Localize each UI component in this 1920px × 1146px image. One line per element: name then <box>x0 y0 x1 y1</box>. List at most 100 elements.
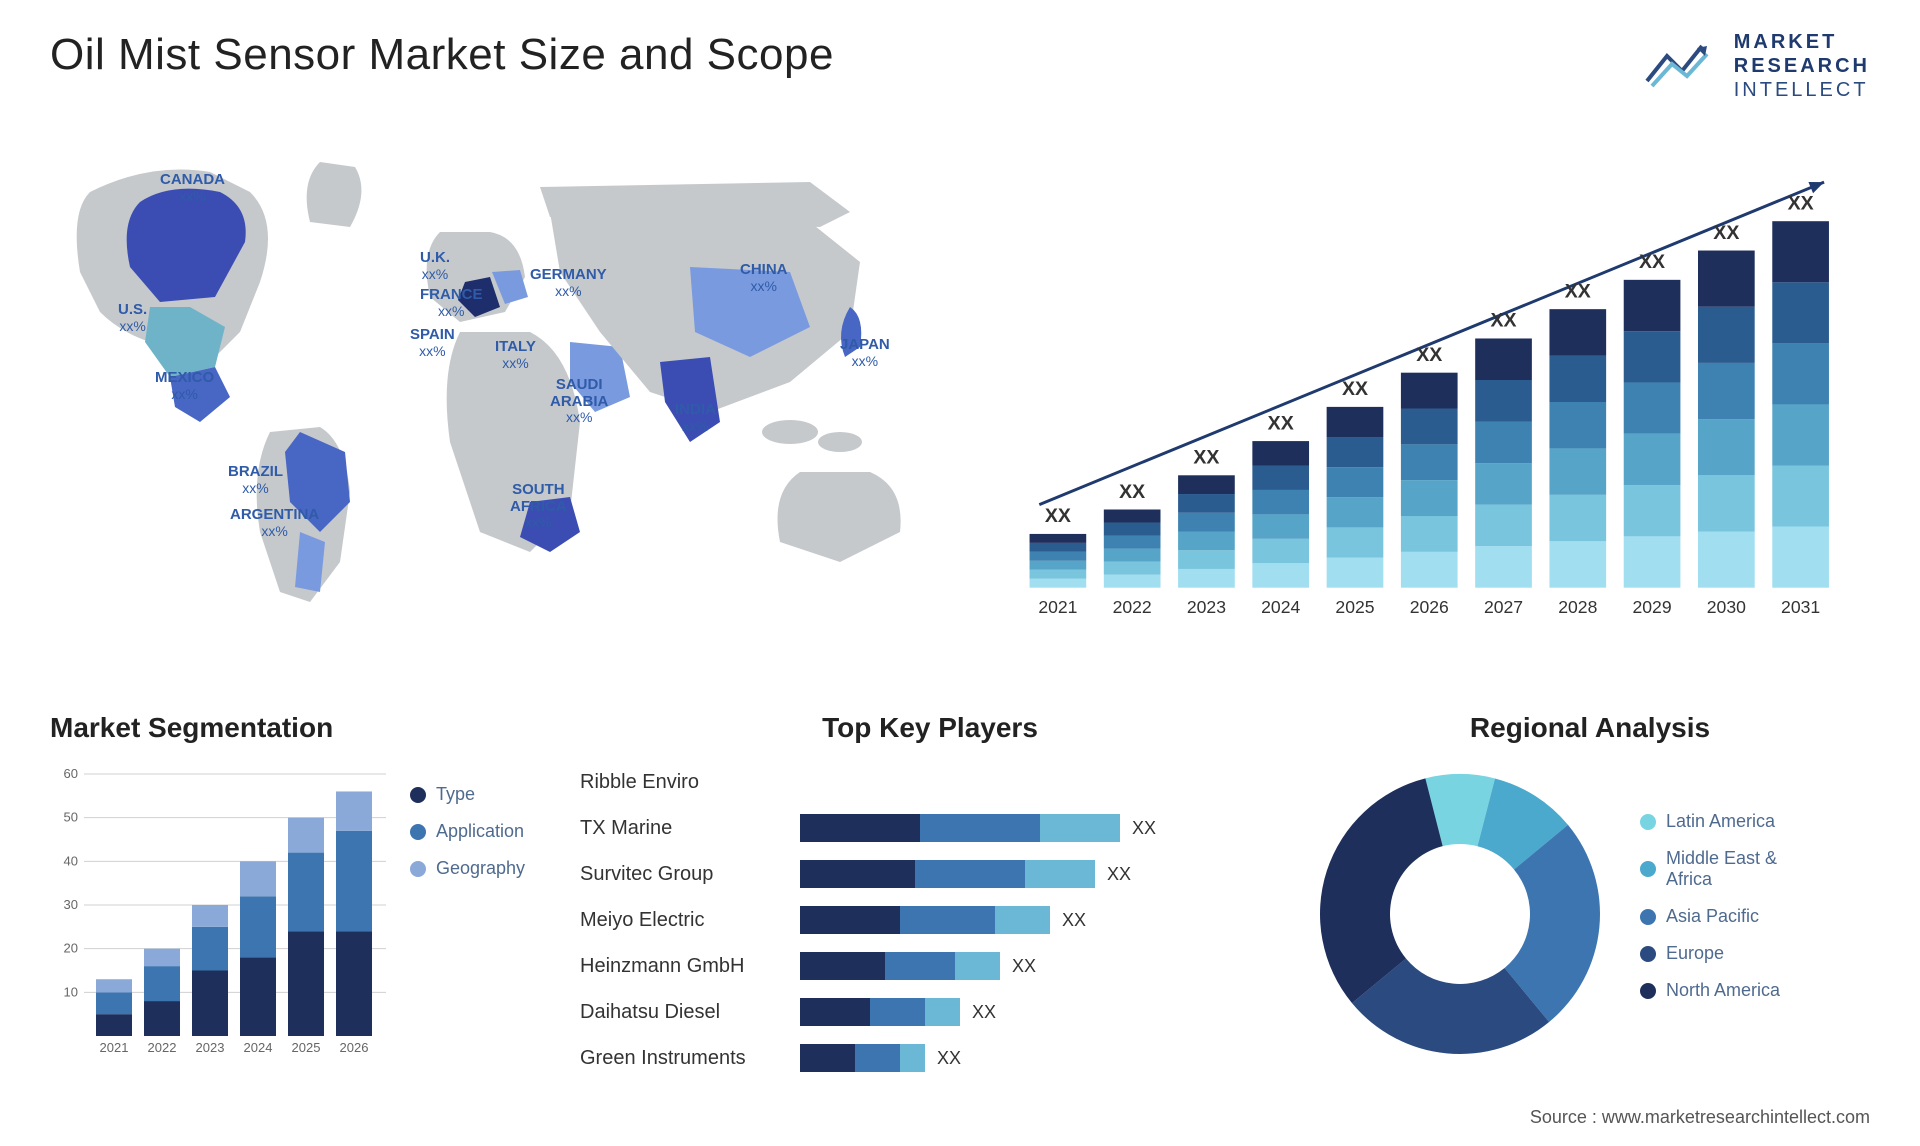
player-row: Survitec Group XX <box>580 856 1280 892</box>
player-name: Survitec Group <box>580 863 800 886</box>
player-bar-segment <box>925 998 960 1026</box>
player-name: Daihatsu Diesel <box>580 1001 800 1024</box>
player-value: XX <box>1132 818 1156 839</box>
growth-bar-segment <box>1549 356 1606 402</box>
bar-value-label: XX <box>1490 310 1516 332</box>
player-row: Ribble Enviro <box>580 764 1280 800</box>
bar-value-label: XX <box>1565 280 1591 302</box>
legend-dot <box>1640 861 1656 877</box>
growth-bar-segment <box>1327 497 1384 527</box>
growth-bar-segment <box>1549 541 1606 587</box>
player-row: Meiyo Electric XX <box>580 902 1280 938</box>
growth-bar-segment <box>1327 407 1384 437</box>
player-bar-segment <box>800 860 915 888</box>
growth-bar-chart: XX2021XX2022XX2023XX2024XX2025XX2026XX20… <box>1010 132 1870 672</box>
legend-label: Application <box>436 821 524 842</box>
growth-bar-segment <box>1772 404 1829 465</box>
player-bar-segment <box>920 814 1040 842</box>
growth-bar-segment <box>1772 282 1829 343</box>
source-text: Source : www.marketresearchintellect.com <box>1530 1107 1870 1128</box>
legend-label: North America <box>1666 980 1780 1001</box>
player-bar-segment <box>800 952 885 980</box>
brand-logo: MARKET RESEARCH INTELLECT <box>1642 30 1870 102</box>
donut-slice <box>1320 778 1443 1003</box>
country-label: FRANCExx% <box>420 287 483 320</box>
legend-item: Europe <box>1640 943 1780 964</box>
segmentation-legend: Type Application Geography <box>410 764 525 1064</box>
bar-value-label: XX <box>1416 344 1442 366</box>
player-bar-segment <box>800 1044 855 1072</box>
seg-bar-segment <box>192 971 228 1037</box>
year-label: 2025 <box>1335 597 1374 617</box>
player-bar-segment <box>900 906 995 934</box>
country-label: SOUTHAFRICAxx% <box>510 482 567 532</box>
growth-bar-segment <box>1327 467 1384 497</box>
year-label: 2029 <box>1633 597 1672 617</box>
country-label: U.S.xx% <box>118 302 147 335</box>
player-bar-segment <box>800 814 920 842</box>
seg-bar-segment <box>288 818 324 853</box>
seg-bar-segment <box>240 957 276 1036</box>
player-value: XX <box>1107 864 1131 885</box>
player-row: Heinzmann GmbH XX <box>580 948 1280 984</box>
player-row: TX Marine XX <box>580 810 1280 846</box>
seg-bar-segment <box>336 791 372 830</box>
growth-bar-segment <box>1327 437 1384 467</box>
legend-label: Europe <box>1666 943 1724 964</box>
seg-bar-segment <box>96 992 132 1014</box>
world-map: CANADAxx%U.S.xx%MEXICOxx%BRAZILxx%ARGENT… <box>50 132 970 672</box>
year-label: 2023 <box>1187 597 1226 617</box>
segmentation-title: Market Segmentation <box>50 712 550 744</box>
country-label: INDIAxx% <box>675 402 716 435</box>
legend-item: Type <box>410 784 525 805</box>
growth-bar-segment <box>1252 539 1309 563</box>
growth-bar-segment <box>1178 513 1235 532</box>
regional-donut <box>1310 764 1610 1064</box>
bar-value-label: XX <box>1342 378 1368 400</box>
growth-bar-segment <box>1104 536 1161 549</box>
legend-item: Geography <box>410 858 525 879</box>
legend-label: Asia Pacific <box>1666 906 1759 927</box>
legend-dot <box>1640 909 1656 925</box>
legend-dot <box>1640 983 1656 999</box>
svg-text:2026: 2026 <box>340 1040 369 1055</box>
svg-text:2024: 2024 <box>244 1040 273 1055</box>
seg-bar-segment <box>288 931 324 1036</box>
growth-bar-segment <box>1772 527 1829 588</box>
year-label: 2024 <box>1261 597 1300 617</box>
player-bar <box>800 814 1120 842</box>
player-bar <box>800 906 1050 934</box>
player-bar-segment <box>915 860 1025 888</box>
legend-dot <box>1640 814 1656 830</box>
player-bar-segment <box>1040 814 1120 842</box>
growth-bar-segment <box>1698 531 1755 587</box>
player-value: XX <box>1062 910 1086 931</box>
player-bar-segment <box>955 952 1000 980</box>
legend-dot <box>410 861 426 877</box>
bar-value-label: XX <box>1639 251 1665 273</box>
country-label: SAUDIARABIAxx% <box>550 377 608 427</box>
bar-value-label: XX <box>1119 481 1145 503</box>
regional-title: Regional Analysis <box>1310 712 1870 744</box>
player-bar-segment <box>870 998 925 1026</box>
player-row: Green Instruments XX <box>580 1040 1280 1076</box>
year-label: 2026 <box>1410 597 1449 617</box>
country-label: ARGENTINAxx% <box>230 507 319 540</box>
growth-bar-segment <box>1772 466 1829 527</box>
player-bar <box>800 998 960 1026</box>
svg-text:60: 60 <box>64 766 78 781</box>
growth-bar-segment <box>1698 419 1755 475</box>
country-label: JAPANxx% <box>840 337 890 370</box>
growth-bar-segment <box>1327 527 1384 557</box>
growth-bar-segment <box>1624 382 1681 433</box>
key-players-title: Top Key Players <box>580 712 1280 744</box>
growth-bar-segment <box>1624 280 1681 331</box>
growth-bar-segment <box>1475 380 1532 422</box>
growth-bar-segment <box>1327 558 1384 588</box>
player-value: XX <box>1012 956 1036 977</box>
legend-label: Type <box>436 784 475 805</box>
player-bar <box>800 1044 925 1072</box>
player-bar-segment <box>800 998 870 1026</box>
growth-bar-segment <box>1401 552 1458 588</box>
growth-bar-segment <box>1549 495 1606 541</box>
